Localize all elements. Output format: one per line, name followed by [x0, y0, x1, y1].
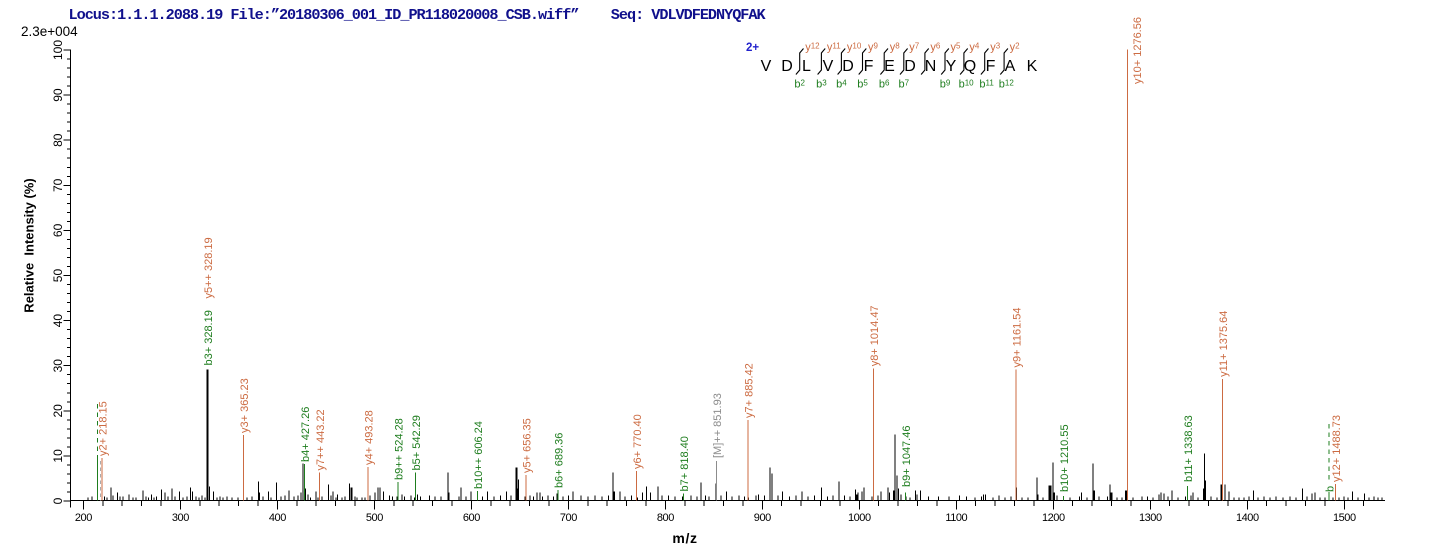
- svg-text:m/z: m/z: [672, 530, 697, 546]
- svg-text:b10++ 606.24: b10++ 606.24: [473, 421, 485, 489]
- svg-text:300: 300: [172, 512, 189, 524]
- svg-text:y3+ 365.23: y3+ 365.23: [239, 378, 251, 433]
- svg-text:b9++ 524.28: b9++ 524.28: [393, 418, 405, 480]
- svg-text:[M]++ 851.93: [M]++ 851.93: [712, 393, 724, 458]
- svg-text:y9+ 1161.54: y9+ 1161.54: [1012, 307, 1024, 367]
- svg-text:y6: y6: [930, 41, 941, 53]
- svg-text:50: 50: [51, 269, 65, 283]
- svg-text:1000: 1000: [848, 512, 871, 524]
- svg-text:70: 70: [51, 178, 65, 192]
- svg-text:D: D: [842, 58, 854, 75]
- svg-text:y6+ 770.40: y6+ 770.40: [632, 414, 644, 469]
- svg-text:L: L: [802, 58, 811, 75]
- svg-text:b2: b2: [794, 78, 805, 90]
- svg-text:Relative Intensity (%): Relative Intensity (%): [22, 178, 37, 312]
- svg-text:500: 500: [366, 512, 383, 524]
- svg-text:y9: y9: [868, 41, 879, 53]
- svg-text:400: 400: [269, 512, 286, 524]
- svg-text:y8+ 1014.47: y8+ 1014.47: [869, 305, 881, 366]
- svg-text:200: 200: [75, 512, 92, 524]
- svg-text:b: b: [1324, 486, 1336, 492]
- svg-text:y4+ 493.28: y4+ 493.28: [363, 410, 375, 465]
- svg-text:y5+ 656.35: y5+ 656.35: [522, 418, 534, 473]
- svg-text:V: V: [761, 58, 772, 75]
- svg-text:0: 0: [51, 497, 65, 504]
- svg-text:10: 10: [51, 449, 65, 463]
- svg-text:E: E: [884, 58, 895, 75]
- svg-text:100: 100: [51, 40, 65, 60]
- svg-text:y5: y5: [951, 41, 962, 53]
- svg-text:700: 700: [560, 512, 577, 524]
- svg-text:2.3e+004: 2.3e+004: [21, 24, 78, 39]
- svg-text:y2: y2: [1010, 41, 1021, 53]
- svg-text:N: N: [925, 58, 937, 75]
- svg-text:1200: 1200: [1042, 512, 1065, 524]
- svg-text:F: F: [864, 58, 874, 75]
- svg-text:y5++ 328.19: y5++ 328.19: [203, 237, 215, 298]
- svg-text:800: 800: [657, 512, 674, 524]
- svg-text:D: D: [781, 58, 793, 75]
- svg-text:y11+ 1375.64: y11+ 1375.64: [1218, 311, 1230, 377]
- svg-text:b5+ 542.29: b5+ 542.29: [411, 415, 423, 470]
- svg-text:600: 600: [463, 512, 480, 524]
- svg-text:b10+ 1210.55: b10+ 1210.55: [1059, 424, 1071, 492]
- svg-text:1100: 1100: [945, 512, 967, 524]
- svg-text:y7: y7: [909, 41, 920, 53]
- svg-text:b6: b6: [879, 78, 890, 90]
- svg-text:Q: Q: [964, 58, 976, 75]
- svg-text:30: 30: [51, 359, 65, 373]
- svg-text:y4: y4: [969, 41, 980, 53]
- svg-text:y8: y8: [890, 41, 901, 53]
- svg-text:y7++ 443.22: y7++ 443.22: [315, 409, 327, 470]
- svg-text:Locus:1.1.1.2088.19 File:”2018: Locus:1.1.1.2088.19 File:”20180306_001_I…: [69, 6, 767, 24]
- svg-text:y2+ 218.15: y2+ 218.15: [98, 401, 110, 456]
- svg-text:b9: b9: [940, 78, 951, 90]
- svg-text:b7: b7: [899, 78, 910, 90]
- svg-text:y10+ 1276.56: y10+ 1276.56: [1132, 17, 1144, 84]
- svg-text:60: 60: [51, 223, 65, 237]
- svg-text:b5: b5: [857, 78, 868, 90]
- svg-text:b3+ 328.19: b3+ 328.19: [203, 310, 215, 365]
- svg-text:b11+ 1338.63: b11+ 1338.63: [1183, 415, 1195, 482]
- svg-text:20: 20: [51, 404, 65, 418]
- svg-text:V: V: [823, 58, 834, 75]
- svg-text:y3: y3: [990, 41, 1001, 53]
- svg-text:b4: b4: [836, 78, 847, 90]
- svg-text:b4+ 427.26: b4+ 427.26: [300, 407, 312, 462]
- svg-text:1300: 1300: [1139, 512, 1162, 524]
- svg-text:K: K: [1027, 58, 1038, 75]
- svg-text:F: F: [986, 58, 996, 75]
- svg-text:1400: 1400: [1236, 512, 1259, 524]
- svg-text:y12+ 1488.73: y12+ 1488.73: [1331, 415, 1343, 482]
- svg-text:Y: Y: [946, 58, 957, 75]
- svg-text:80: 80: [51, 133, 65, 147]
- svg-text:90: 90: [51, 88, 65, 102]
- svg-text:b6+ 689.36: b6+ 689.36: [554, 433, 566, 488]
- svg-text:A: A: [1005, 58, 1016, 75]
- svg-text:2+: 2+: [746, 42, 759, 54]
- svg-text:D: D: [904, 58, 916, 75]
- svg-text:b9+ 1047.46: b9+ 1047.46: [901, 426, 913, 487]
- svg-text:1500: 1500: [1333, 512, 1356, 524]
- svg-text:40: 40: [51, 314, 65, 328]
- svg-text:b7+ 818.40: b7+ 818.40: [679, 436, 691, 491]
- svg-text:900: 900: [754, 512, 771, 524]
- svg-text:y7+ 885.42: y7+ 885.42: [744, 363, 756, 418]
- svg-text:b3: b3: [816, 78, 827, 90]
